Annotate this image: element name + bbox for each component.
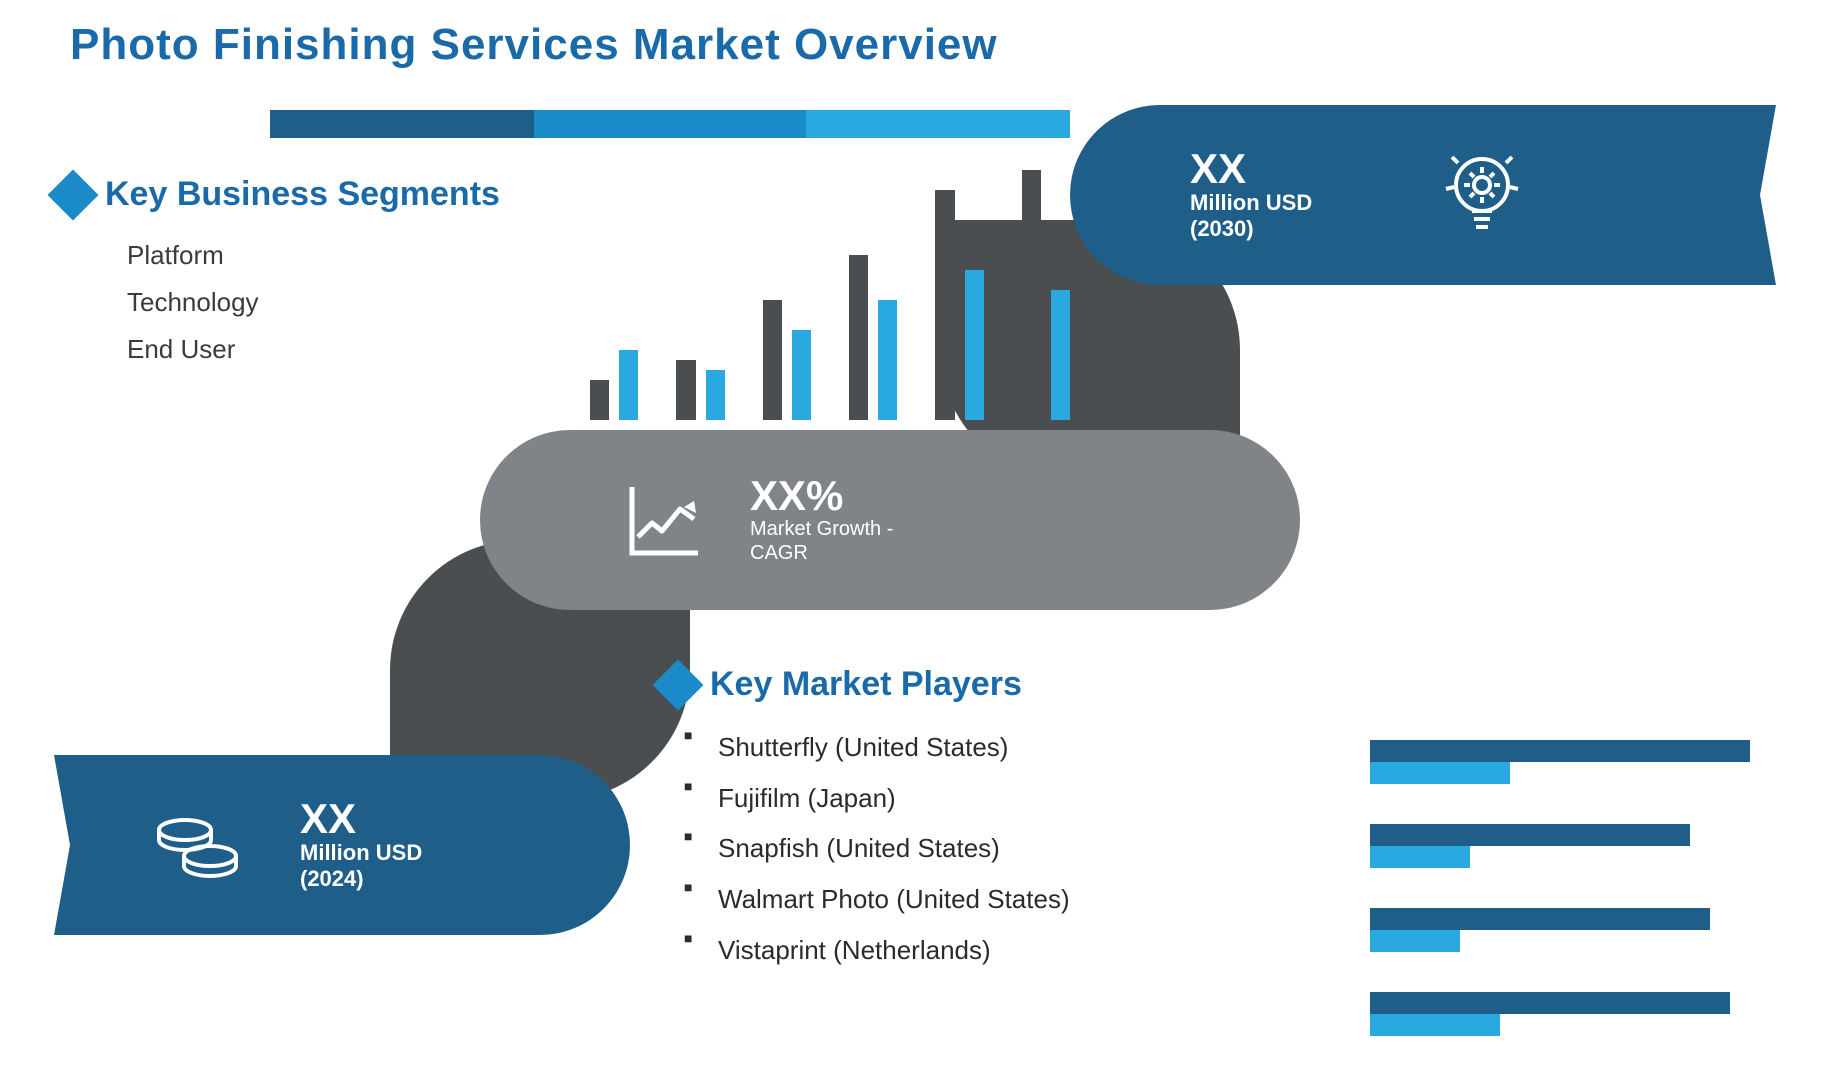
chart-bar: [849, 255, 868, 420]
hbar-row: [1370, 992, 1770, 1036]
hbar-bottom: [1370, 762, 1510, 784]
hbar-top: [1370, 824, 1690, 846]
base-value: XX: [300, 798, 422, 840]
cagr-value: XX%: [750, 475, 893, 517]
chart-bar: [1051, 290, 1070, 420]
chart-bar: [965, 270, 984, 420]
growth-chart-icon: [620, 475, 710, 565]
player-item: Fujifilm (Japan): [684, 773, 1070, 824]
hbar-row: [1370, 824, 1770, 868]
hbar-bottom: [1370, 1014, 1500, 1036]
chart-bar: [935, 190, 954, 420]
hbar-top: [1370, 992, 1730, 1014]
hbar-row: [1370, 908, 1770, 952]
segment-item: Technology: [127, 279, 500, 326]
gradient-bar: [270, 110, 1070, 138]
cagr-label-2: CAGR: [750, 541, 893, 565]
growth-bar-chart: [590, 160, 1070, 420]
player-item: Vistaprint (Netherlands): [684, 925, 1070, 976]
segment-item: Platform: [127, 232, 500, 279]
hbar-top: [1370, 740, 1750, 762]
gradient-segment: [270, 110, 534, 138]
player-item: Snapfish (United States): [684, 823, 1070, 874]
chart-bar: [763, 300, 782, 420]
chart-bar: [619, 350, 638, 420]
players-heading: Key Market Players: [710, 665, 1022, 704]
chart-bar: [676, 360, 695, 420]
lightbulb-icon: [1432, 145, 1532, 245]
page-title: Photo Finishing Services Market Overview: [70, 20, 998, 70]
hbar-top: [1370, 908, 1710, 930]
base-unit: Million USD: [300, 840, 422, 866]
diamond-bullet-icon: [653, 659, 704, 710]
chart-bar: [792, 330, 811, 420]
key-business-segments: Key Business Segments PlatformTechnology…: [55, 175, 500, 372]
chart-bar: [878, 300, 897, 420]
gradient-segment: [806, 110, 1070, 138]
forecast-unit: Million USD: [1190, 190, 1312, 216]
forecast-value: XX: [1190, 148, 1312, 190]
player-item: Walmart Photo (United States): [684, 874, 1070, 925]
ribbon-growth-cagr: XX% Market Growth - CAGR: [480, 430, 1300, 610]
base-year: (2024): [300, 866, 422, 892]
segments-heading: Key Business Segments: [105, 175, 500, 214]
chart-bar: [1022, 170, 1041, 420]
key-market-players: Key Market Players Shutterfly (United St…: [660, 665, 1070, 975]
hbar-bottom: [1370, 930, 1460, 952]
segment-item: End User: [127, 326, 500, 373]
coins-icon: [150, 800, 250, 890]
hbar-bottom: [1370, 846, 1470, 868]
player-item: Shutterfly (United States): [684, 722, 1070, 773]
chart-bar: [590, 380, 609, 420]
ribbon-forecast-2030: XX Million USD (2030): [1070, 105, 1790, 285]
chart-bar: [706, 370, 725, 420]
gradient-segment: [534, 110, 806, 138]
cagr-label-1: Market Growth -: [750, 517, 893, 541]
diamond-bullet-icon: [48, 169, 99, 220]
hbar-row: [1370, 740, 1770, 784]
forecast-year: (2030): [1190, 216, 1312, 242]
horizontal-bar-chart: [1370, 740, 1770, 1076]
ribbon-base-2024: XX Million USD (2024): [40, 755, 630, 935]
